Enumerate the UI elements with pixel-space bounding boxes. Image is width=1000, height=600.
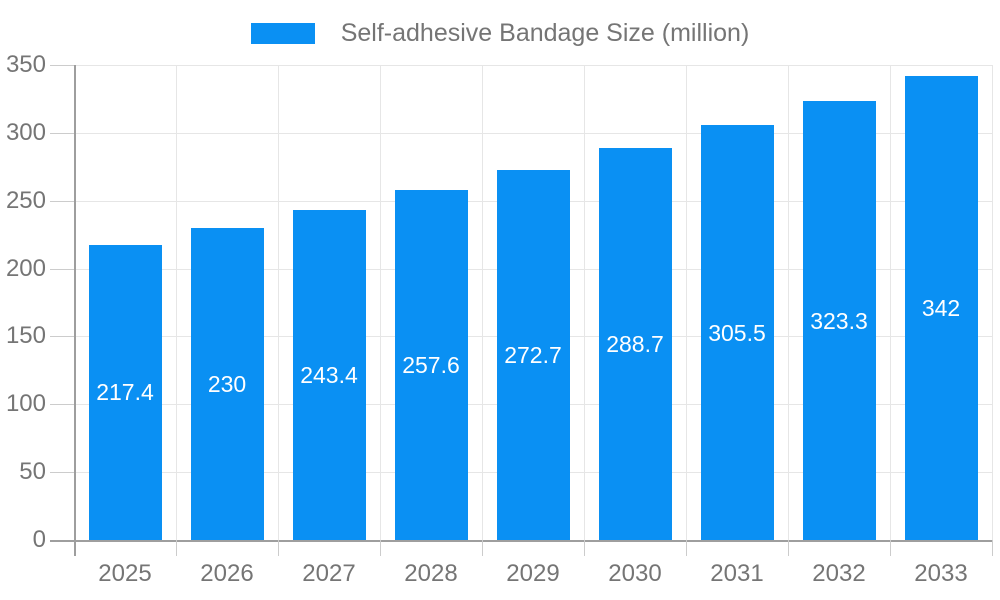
gridline-vertical (788, 65, 789, 540)
y-tick-mark (50, 472, 74, 474)
bar-value-label: 342 (921, 294, 961, 321)
x-tick-label: 2031 (710, 560, 764, 587)
bar (802, 101, 876, 540)
y-tick-label: 200 (5, 254, 46, 282)
y-tick-label: 300 (5, 118, 46, 146)
y-tick-mark (50, 336, 74, 338)
x-tick-label: 2029 (506, 560, 560, 587)
bar-value-label: 217.4 (96, 379, 154, 406)
gridline-vertical (176, 65, 177, 540)
y-tick-mark (50, 200, 74, 202)
x-tick-label: 2026 (200, 560, 254, 587)
legend: Self-adhesive Bandage Size (million) (0, 16, 1000, 50)
x-tick-mark (788, 540, 789, 556)
x-tick-label: 2027 (302, 560, 356, 587)
bar-value-label: 257.6 (402, 352, 460, 379)
x-tick-mark (176, 540, 177, 556)
bar (394, 190, 468, 540)
gridline-vertical (380, 65, 381, 540)
x-tick-mark (380, 540, 381, 556)
bar-value-label: 323.3 (810, 307, 868, 334)
bar-value-label: 243.4 (300, 361, 358, 388)
gridline-vertical (686, 65, 687, 540)
bar-value-label: 272.7 (504, 341, 562, 368)
bar (88, 244, 162, 540)
y-tick-mark (50, 132, 74, 134)
gridline-vertical (584, 65, 585, 540)
x-tick-label: 2032 (812, 560, 866, 587)
bar-value-label: 288.7 (606, 331, 664, 358)
x-tick-mark (890, 540, 891, 556)
gridline-horizontal (74, 132, 992, 134)
legend-swatch (250, 22, 315, 44)
bar-value-label: 230 (207, 370, 247, 397)
x-tick-mark (992, 540, 993, 556)
x-tick-mark (482, 540, 483, 556)
x-tick-label: 2028 (404, 560, 458, 587)
x-tick-label: 2030 (608, 560, 662, 587)
y-tick-label: 350 (5, 51, 46, 78)
gridline-vertical (992, 65, 993, 540)
x-tick-mark (686, 540, 687, 556)
bar (904, 75, 978, 540)
bar (292, 209, 366, 540)
gridline-horizontal (74, 65, 992, 66)
bar (700, 125, 774, 540)
x-tick-label: 2025 (98, 560, 152, 587)
y-axis-line (74, 65, 76, 556)
bar-value-label: 305.5 (708, 319, 766, 346)
y-tick-mark (50, 268, 74, 270)
bar (598, 148, 672, 540)
y-tick-label: 250 (5, 186, 46, 214)
y-tick-mark (50, 65, 74, 66)
x-tick-label: 2033 (914, 560, 968, 587)
x-tick-mark (278, 540, 279, 556)
y-tick-label: 0 (32, 526, 46, 553)
gridline-vertical (890, 65, 891, 540)
x-tick-mark (584, 540, 585, 556)
bar (190, 227, 264, 540)
gridline-vertical (482, 65, 483, 540)
legend-label: Self-adhesive Bandage Size (million) (340, 18, 750, 47)
y-tick-label: 100 (5, 390, 46, 418)
y-tick-label: 150 (5, 322, 46, 350)
y-tick-mark (50, 404, 74, 406)
x-axis-line (50, 540, 992, 542)
y-tick-label: 50 (19, 458, 46, 486)
bar (496, 169, 570, 540)
gridline-vertical (278, 65, 279, 540)
